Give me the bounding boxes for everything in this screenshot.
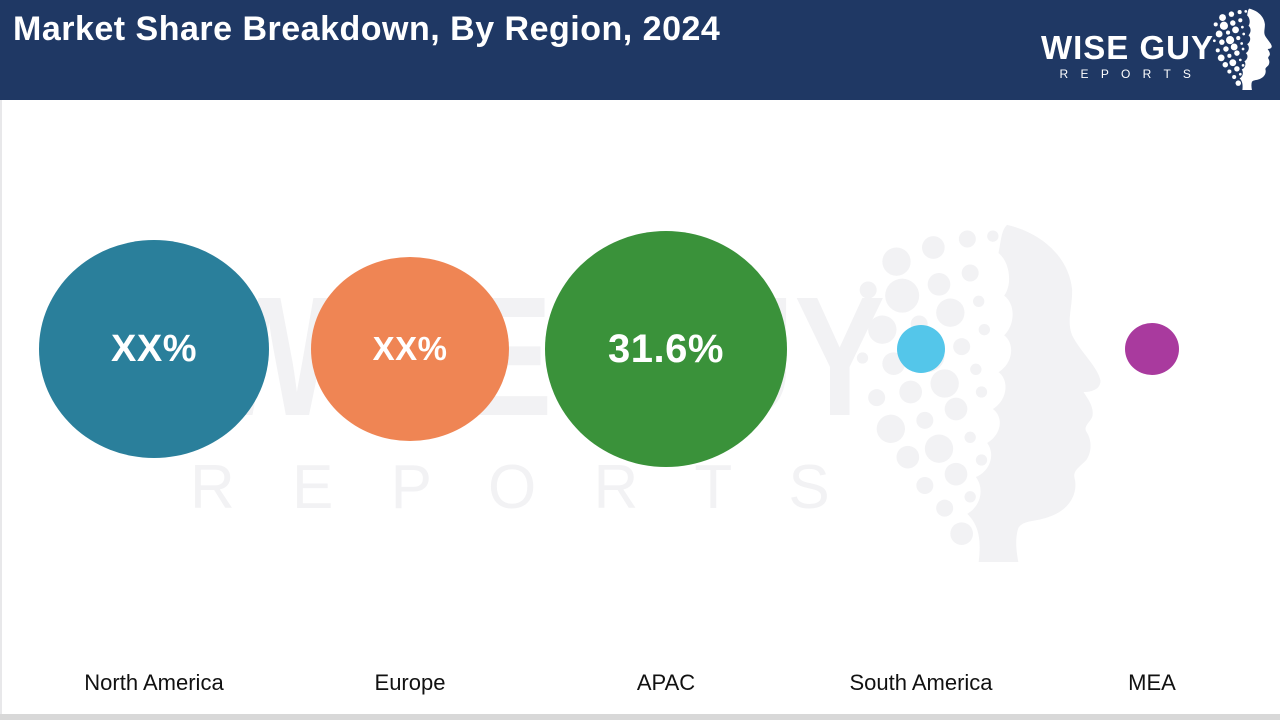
bubble-europe: XX%	[311, 257, 509, 441]
bubble-value-europe: XX%	[372, 330, 448, 367]
bubble-mea	[1125, 323, 1179, 375]
page-title: Market Share Breakdown, By Region, 2024	[13, 10, 721, 48]
bubble-apac: 31.6%	[545, 231, 787, 467]
category-label-north-america: North America	[84, 670, 224, 695]
category-label-apac: APAC	[636, 670, 696, 695]
category-label-mea: MEA	[1128, 670, 1176, 695]
left-edge-divider	[0, 100, 2, 714]
brand-subwordmark: R E P O R T S	[1059, 67, 1196, 81]
bubble-value-north-america: XX%	[111, 327, 197, 370]
brand-logo-text: WISE GUY R E P O R T S	[1041, 31, 1214, 81]
category-label-europe: Europe	[374, 670, 446, 695]
category-label-south-america: South America	[849, 670, 993, 695]
header-bar: Market Share Breakdown, By Region, 2024 …	[0, 0, 1280, 100]
bottom-bar	[0, 714, 1280, 720]
brand-wordmark: WISE GUY	[1040, 29, 1214, 66]
brand-logo: WISE GUY R E P O R T S	[1041, 8, 1272, 90]
bubble-value-apac: 31.6%	[608, 326, 724, 371]
bubble-north-america: XX%	[39, 240, 269, 458]
bubble-south-america	[897, 325, 945, 373]
